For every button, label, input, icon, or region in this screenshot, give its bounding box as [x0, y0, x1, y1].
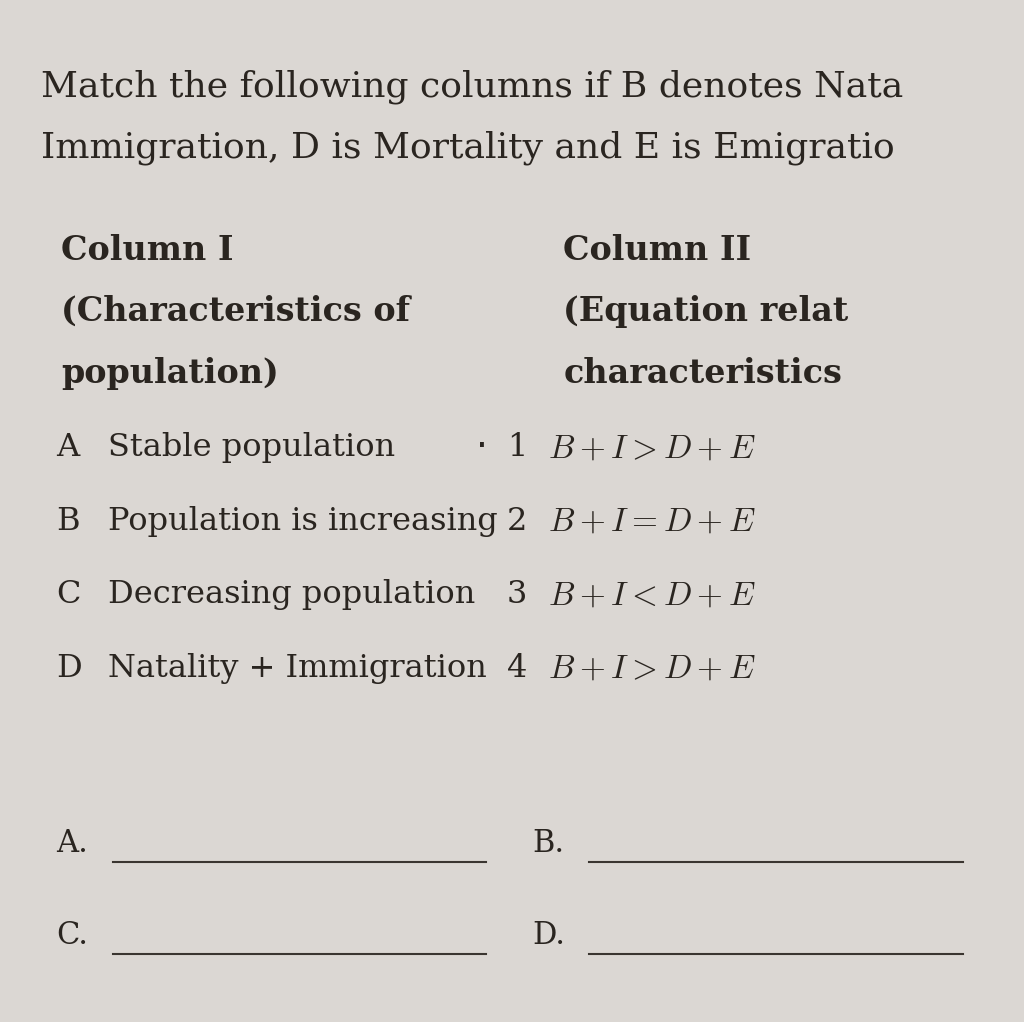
Text: ·: · [476, 429, 488, 466]
Text: (Equation relat: (Equation relat [563, 295, 849, 328]
Text: population): population) [61, 357, 280, 389]
Text: C.: C. [56, 920, 88, 950]
Text: 4: 4 [507, 653, 527, 684]
Text: 3: 3 [507, 579, 527, 610]
Text: A.: A. [56, 828, 88, 858]
Text: Column II: Column II [563, 234, 752, 267]
Text: Immigration, D is Mortality and E is Emigratio: Immigration, D is Mortality and E is Emi… [41, 131, 895, 166]
Text: Natality + Immigration: Natality + Immigration [108, 653, 486, 684]
Text: $B + I > D + E$: $B + I > D + E$ [548, 431, 756, 464]
Text: 2: 2 [507, 506, 527, 537]
Text: Decreasing population: Decreasing population [108, 579, 475, 610]
Text: D: D [56, 653, 82, 684]
Text: A: A [56, 432, 80, 463]
Text: B.: B. [532, 828, 564, 858]
Text: Stable population: Stable population [108, 432, 394, 463]
Text: characteristics: characteristics [563, 357, 842, 389]
Text: B: B [56, 506, 80, 537]
Text: $B + I > D + E$: $B + I > D + E$ [548, 652, 756, 685]
Text: C: C [56, 579, 81, 610]
Text: D.: D. [532, 920, 565, 950]
Text: Match the following columns if B denotes Nata: Match the following columns if B denotes… [41, 69, 903, 104]
Text: Column I: Column I [61, 234, 233, 267]
Text: $B + I = D + E$: $B + I = D + E$ [548, 505, 756, 538]
Text: $B + I < D + E$: $B + I < D + E$ [548, 578, 756, 611]
Text: (Characteristics of: (Characteristics of [61, 295, 411, 328]
Text: 1: 1 [507, 432, 527, 463]
Text: Population is increasing: Population is increasing [108, 506, 498, 537]
